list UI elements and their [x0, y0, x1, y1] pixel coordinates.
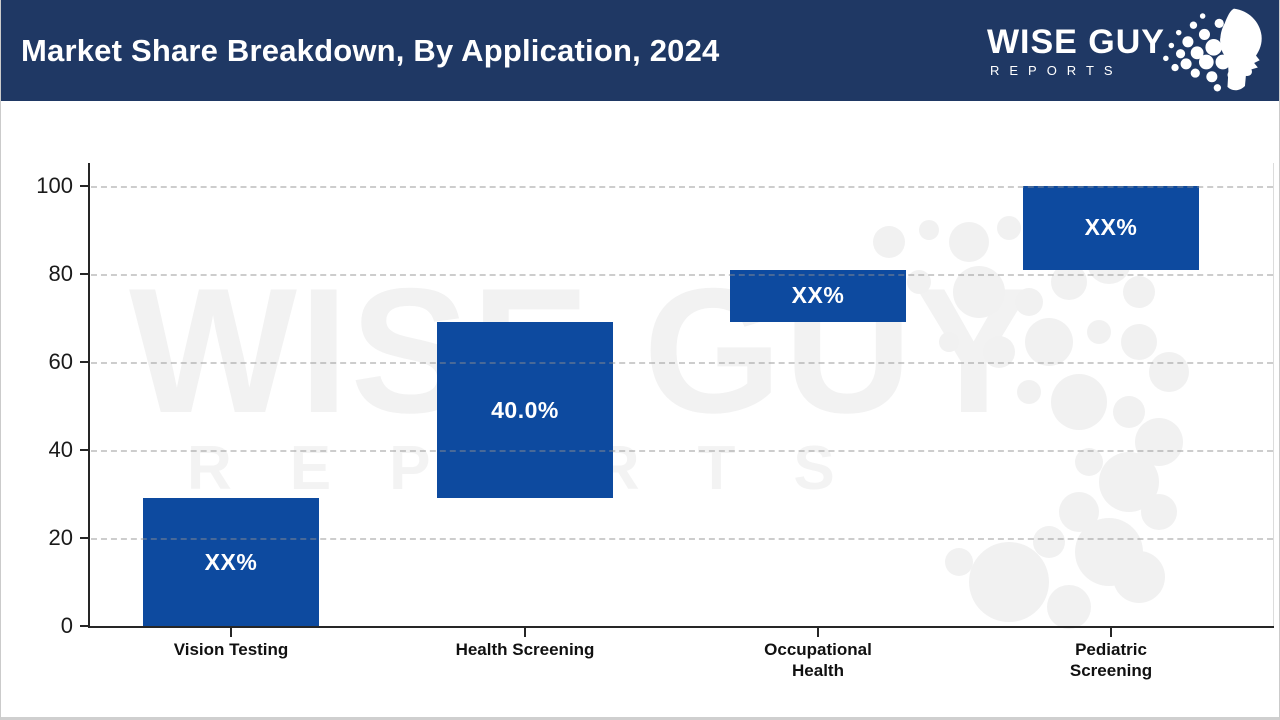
bar-vision-testing: XX% [143, 498, 319, 626]
y-tick-mark-0 [80, 625, 89, 627]
bar-health-screening: 40.0% [437, 322, 613, 499]
brand-logo: WISE GUY REPORTS [987, 6, 1269, 96]
y-tick-mark-60 [80, 361, 89, 363]
gridline-80 [91, 274, 1273, 276]
brand-subname: REPORTS [989, 63, 1123, 78]
y-tick-label-40: 40 [48, 437, 73, 462]
y-tick-mark-40 [80, 449, 89, 451]
bar-value-label: XX% [204, 548, 258, 575]
brand-face-icon [1163, 8, 1262, 92]
gridline-60 [91, 362, 1273, 364]
y-tick-label-20: 20 [48, 525, 73, 550]
brand-text: WISE GUY REPORTS [987, 25, 1165, 77]
x-tick-label-vision-testing: Vision Testing [173, 640, 289, 659]
x-tick-label-pediatric-screening: Pediatric Screening [1069, 640, 1153, 680]
page-title: Market Share Breakdown, By Application, … [21, 32, 720, 68]
bar-value-label: XX% [1084, 214, 1138, 241]
gridline-20 [91, 538, 1273, 540]
y-tick-label-80: 80 [48, 261, 73, 286]
header-bar: Market Share Breakdown, By Application, … [1, 0, 1279, 101]
x-tick-mark [817, 628, 819, 637]
bar-value-label: XX% [791, 282, 845, 309]
bar-value-label: 40.0% [491, 396, 559, 423]
x-tick-label-health-screening: Health Screening [455, 640, 595, 659]
y-tick-label-0: 0 [60, 613, 73, 638]
brand-name: WISE GUY [986, 23, 1165, 61]
right-spine [1273, 163, 1274, 626]
y-axis-spine [88, 163, 90, 628]
y-tick-mark-20 [80, 537, 89, 539]
x-tick-mark [230, 628, 232, 637]
gridline-40 [91, 450, 1273, 452]
x-tick-mark [524, 628, 526, 637]
x-tick-label-occupational-health: Occupational Health [764, 640, 872, 680]
bar-pediatric-screening: XX% [1023, 186, 1199, 270]
x-axis-spine [88, 626, 1274, 628]
y-tick-label-100: 100 [36, 173, 73, 198]
x-tick-mark [1110, 628, 1112, 637]
y-tick-mark-80 [80, 273, 89, 275]
y-tick-mark-100 [80, 185, 89, 187]
gridline-100 [91, 186, 1273, 188]
y-tick-label-60: 60 [48, 349, 73, 374]
bar-occupational-health: XX% [730, 269, 906, 323]
